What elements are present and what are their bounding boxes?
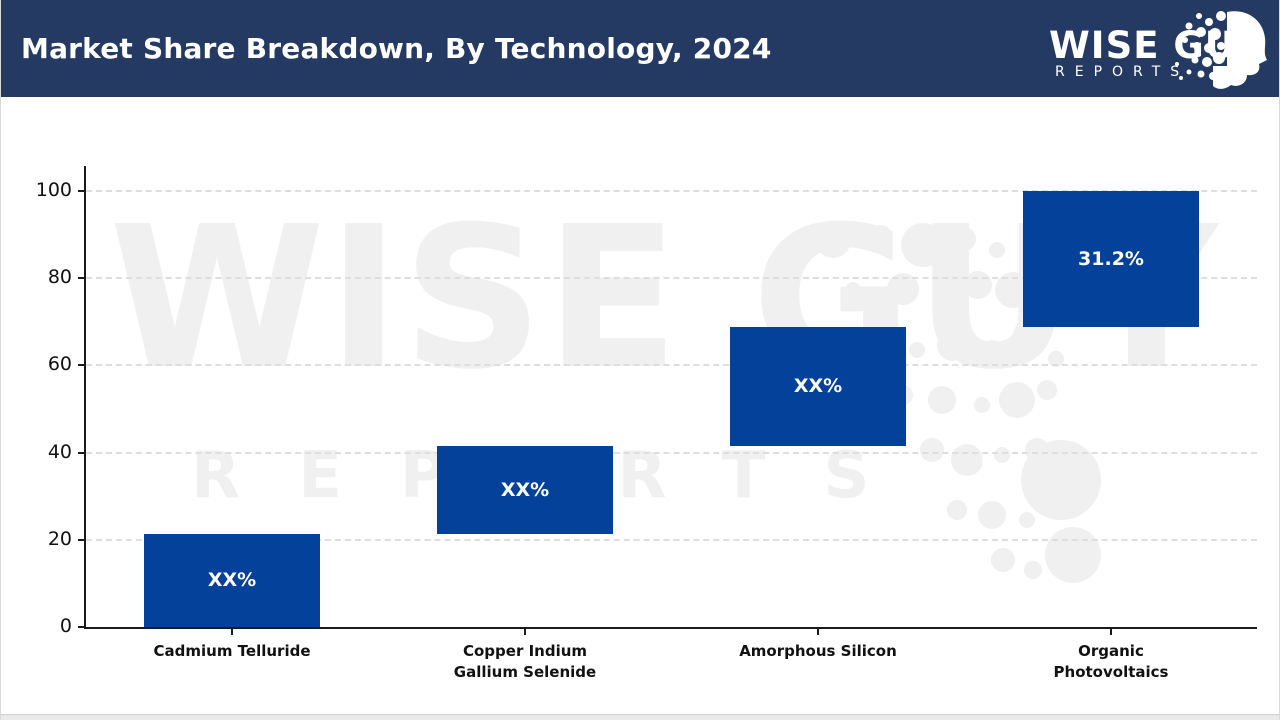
gridline — [86, 364, 1257, 367]
bottom-border — [1, 714, 1279, 720]
x-tick-mark — [231, 629, 234, 635]
x-tick-mark — [816, 629, 819, 635]
brand-subtext: REPORTS — [1055, 64, 1190, 80]
bar-value-label: XX% — [207, 569, 257, 592]
y-tick-label: 60 — [47, 353, 72, 376]
gridline — [86, 277, 1257, 280]
y-tick-label: 80 — [47, 266, 72, 289]
gridline — [86, 451, 1257, 454]
brand-wordmark: WISE GUY — [1049, 24, 1264, 67]
brand-logo: WISE GUY REPORTS — [1021, 6, 1271, 94]
y-tick-label: 40 — [47, 440, 72, 463]
x-category-label: Cadmium Telluride — [153, 642, 311, 660]
y-tick-mark — [78, 364, 85, 367]
x-category-label: Copper Indium Gallium Selenide — [453, 642, 597, 681]
chart-area: WISE GUY REPORTS 020406080100XX%Cadmium … — [1, 97, 1279, 716]
y-tick-label: 100 — [35, 179, 72, 201]
bar: XX% — [730, 327, 906, 446]
x-tick-mark — [524, 629, 527, 635]
y-tick-mark — [78, 626, 85, 628]
gridline — [86, 190, 1257, 192]
bar: XX% — [144, 533, 320, 627]
y-tick-mark — [78, 451, 85, 454]
header: Market Share Breakdown, By Technology, 2… — [1, 0, 1279, 97]
y-tick-mark — [78, 277, 85, 280]
y-tick-label: 0 — [59, 615, 72, 637]
bar-value-label: XX% — [500, 478, 550, 501]
wiseguy-face-icon — [1175, 11, 1267, 89]
bar: XX% — [437, 445, 613, 534]
x-category-label: Organic Photovoltaics — [1053, 642, 1169, 681]
gridline — [86, 538, 1257, 541]
bar-value-label: 31.2% — [1078, 248, 1144, 271]
y-tick-mark — [78, 190, 85, 192]
bar-value-label: XX% — [793, 375, 843, 398]
page-title: Market Share Breakdown, By Technology, 2… — [21, 32, 772, 65]
y-axis-line — [84, 166, 86, 629]
bar: 31.2% — [1023, 191, 1199, 328]
y-tick-label: 20 — [47, 527, 72, 550]
x-axis-line — [84, 627, 1257, 629]
x-tick-mark — [1109, 629, 1112, 635]
x-category-label: Amorphous Silicon — [739, 642, 897, 660]
y-tick-mark — [78, 538, 85, 541]
